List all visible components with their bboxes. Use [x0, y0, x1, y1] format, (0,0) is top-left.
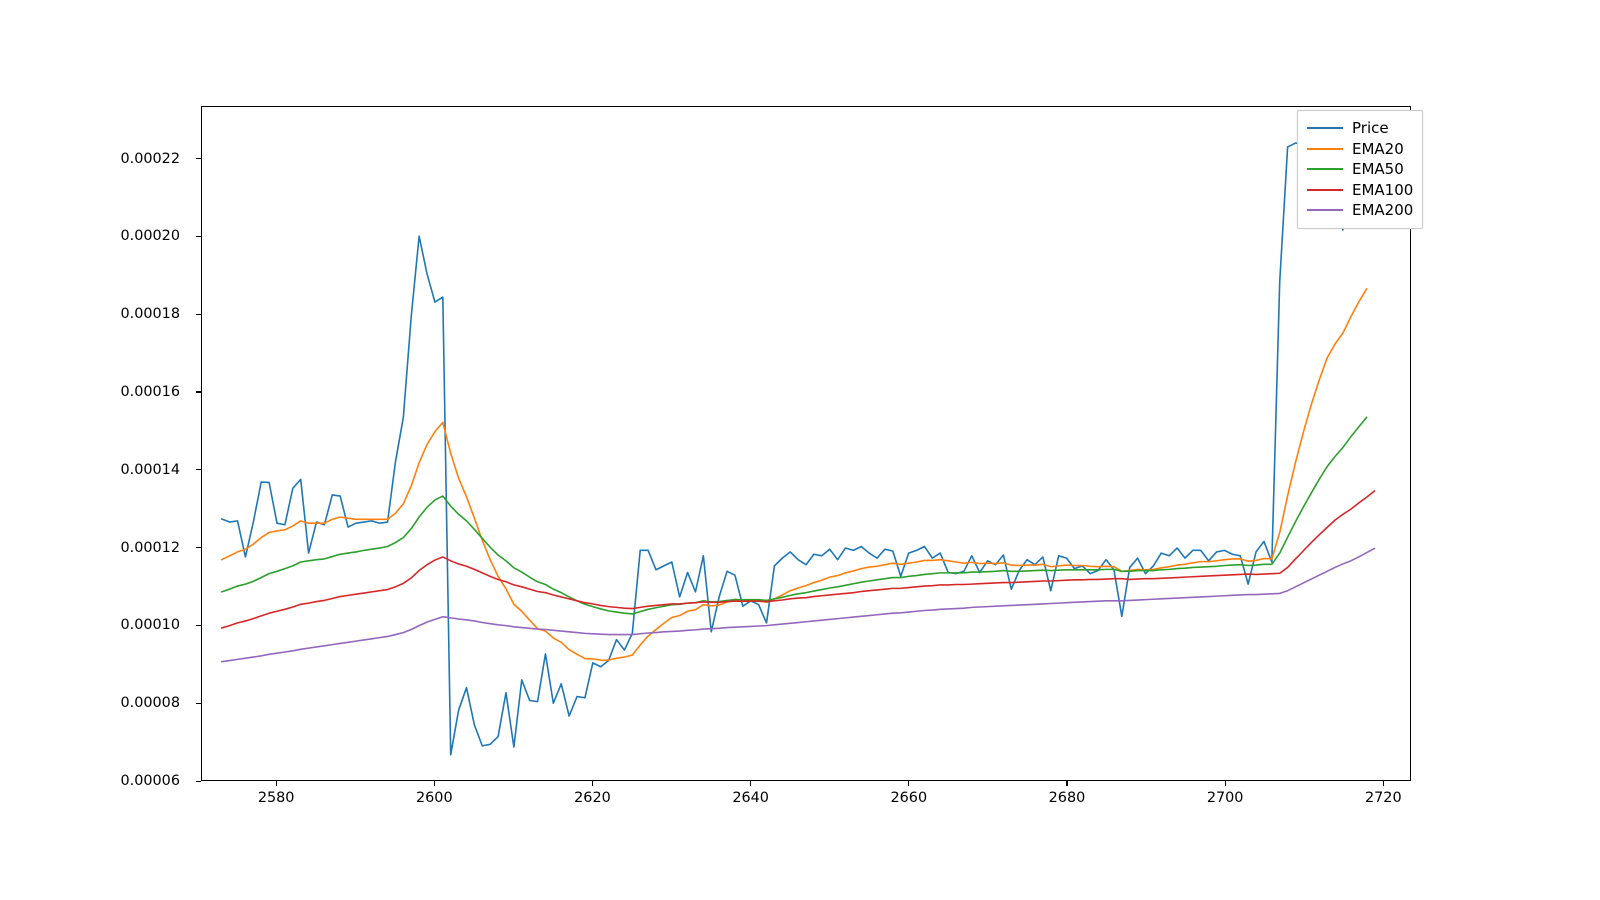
legend-label: EMA50 — [1352, 160, 1404, 179]
series-line-ema200 — [222, 548, 1375, 661]
legend-label: EMA200 — [1352, 201, 1414, 220]
x-tick-mark — [433, 781, 435, 786]
legend-item-ema100: EMA100 — [1307, 180, 1413, 201]
legend-color-swatch — [1307, 127, 1343, 130]
x-tick-mark — [1382, 781, 1384, 786]
series-line-ema100 — [222, 491, 1375, 628]
x-tick-label: 2580 — [257, 790, 295, 806]
legend-color-swatch — [1307, 209, 1343, 212]
legend-color-swatch — [1307, 168, 1343, 171]
y-tick-label: 0.00012 — [120, 539, 180, 556]
series-line-ema50 — [222, 417, 1367, 614]
legend-label: EMA20 — [1352, 139, 1404, 158]
y-tick-mark — [196, 469, 201, 471]
y-tick-label: 0.00010 — [120, 617, 180, 634]
y-tick-mark — [196, 702, 201, 704]
y-tick-label: 0.00020 — [120, 228, 180, 245]
series-line-ema20 — [222, 289, 1367, 660]
legend-item-ema200: EMA200 — [1307, 200, 1413, 221]
x-tick-label: 2660 — [890, 790, 928, 806]
x-tick-label: 2700 — [1206, 790, 1244, 806]
y-tick-mark — [196, 235, 201, 237]
y-tick-mark — [196, 624, 201, 626]
x-tick-label: 2720 — [1365, 790, 1402, 806]
x-tick-label: 2620 — [574, 790, 611, 806]
x-tick-mark — [1066, 781, 1068, 786]
x-tick-mark — [591, 781, 594, 786]
plot-area — [201, 106, 1411, 781]
chart-lines-svg — [202, 107, 1410, 780]
series-line-price — [222, 143, 1367, 755]
y-tick-mark — [196, 391, 201, 393]
y-tick-mark — [196, 313, 201, 315]
legend-label: Price — [1352, 119, 1389, 138]
y-tick-label: 0.00018 — [120, 306, 180, 323]
y-tick-mark — [196, 780, 201, 782]
x-tick-mark — [750, 781, 752, 786]
x-tick-mark — [908, 781, 910, 786]
y-tick-label: 0.00016 — [120, 383, 180, 400]
y-tick-label: 0.00022 — [120, 150, 180, 167]
x-tick-mark — [1224, 781, 1226, 786]
legend-item-price: Price — [1307, 118, 1413, 139]
x-tick-label: 2680 — [1048, 790, 1086, 806]
y-tick-label: 0.00008 — [120, 695, 180, 712]
y-tick-mark — [196, 547, 201, 549]
x-tick-mark — [275, 781, 277, 786]
x-tick-label: 2600 — [415, 790, 453, 806]
legend-item-ema20: EMA20 — [1307, 139, 1413, 160]
chart-legend: Price EMA20 EMA50 EMA100 EMA200 — [1297, 110, 1424, 229]
legend-color-swatch — [1307, 147, 1343, 150]
legend-item-ema50: EMA50 — [1307, 159, 1413, 180]
y-tick-label: 0.00014 — [120, 461, 180, 478]
y-tick-mark — [196, 158, 201, 160]
legend-color-swatch — [1307, 188, 1343, 191]
y-tick-label: 0.00006 — [120, 773, 180, 789]
legend-label: EMA100 — [1352, 180, 1414, 199]
x-tick-label: 2640 — [732, 790, 769, 806]
